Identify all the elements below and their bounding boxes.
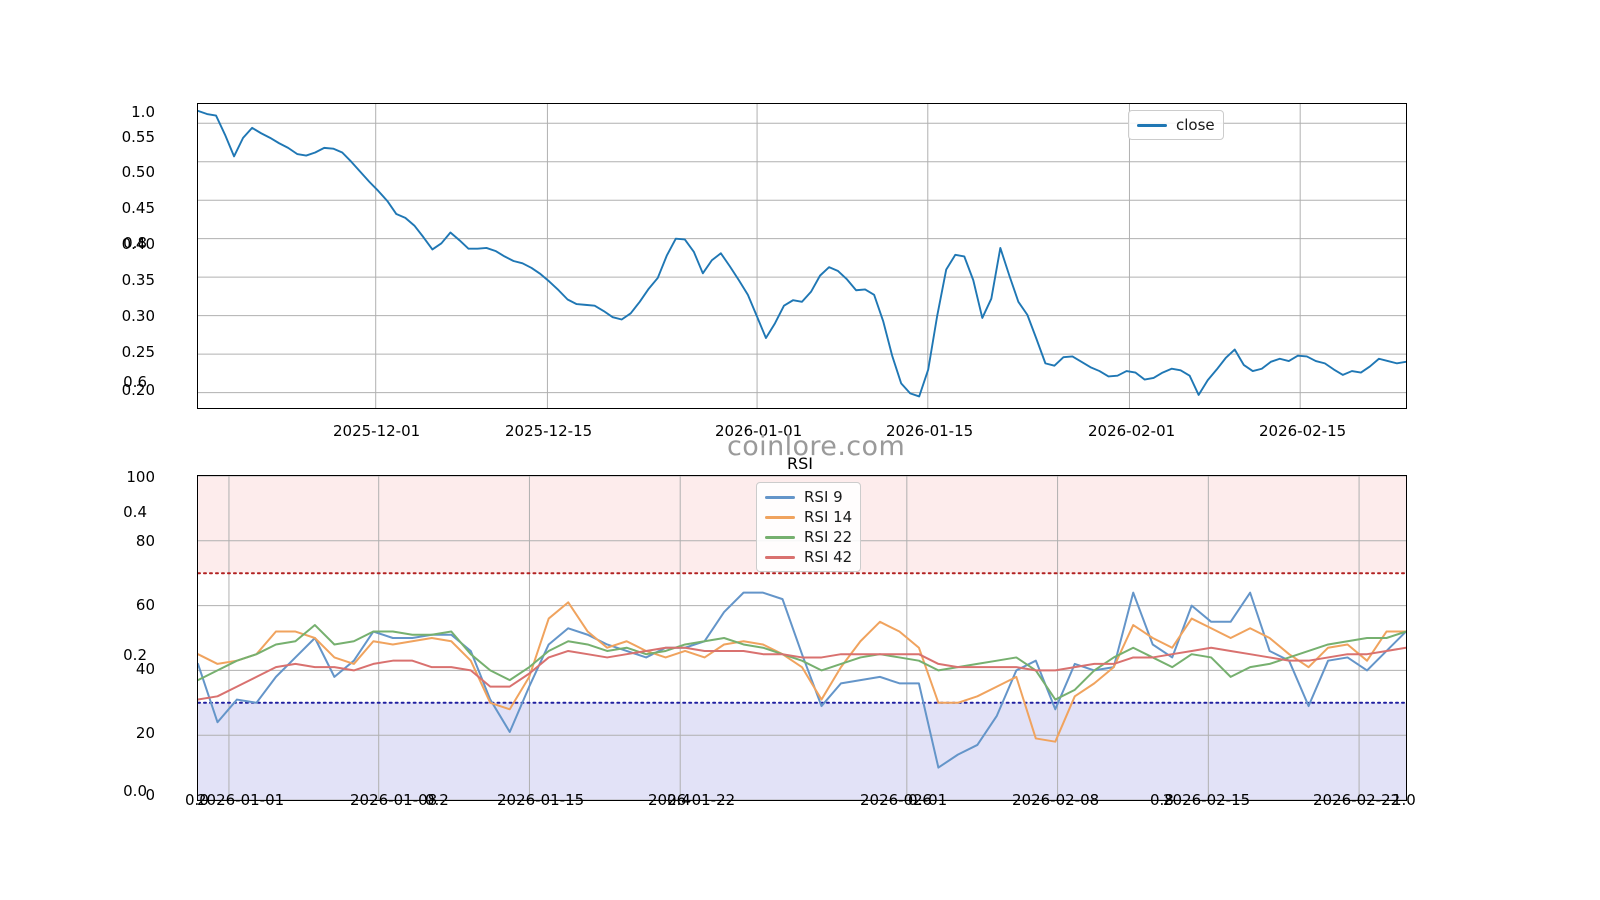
legend-swatch-close-icon: [1137, 123, 1167, 127]
price-xtick-2026-02-15: 2026-02-15: [1259, 422, 1347, 440]
price-ytick2-1.0: 1.0: [131, 103, 155, 121]
price-legend[interactable]: close: [1128, 110, 1224, 140]
legend-label-rsi-22: RSI 22: [804, 528, 853, 546]
rsi-xtick2-0.0: 0.0: [185, 791, 209, 809]
legend-label-rsi-42: RSI 42: [804, 548, 853, 566]
price-plot-area: [198, 104, 1406, 408]
rsi-chart-title: RSI: [787, 454, 813, 473]
price-xtick-2026-01-01: 2026-01-01: [715, 422, 803, 440]
rsi-xtick-2026-01-15: 2026-01-15: [497, 791, 585, 809]
price-ytick-0.45: 0.45: [121, 199, 155, 217]
watermark: coinlore.com: [727, 431, 906, 462]
price-chart-panel: [197, 103, 1407, 409]
price-xtick-2026-02-01: 2026-02-01: [1088, 422, 1176, 440]
rsi-xtick2-0.2: 0.2: [425, 791, 449, 809]
price-ytick2-0.8: 0.8: [123, 234, 147, 252]
legend-label-rsi-14: RSI 14: [804, 508, 853, 526]
rsi-xtick2-0.8: 0.8: [1150, 791, 1174, 809]
rsi-ytick-60: 60: [135, 596, 155, 614]
rsi-ytick-100: 100: [126, 468, 155, 486]
rsi-xtick2-0.6: 0.6: [908, 791, 932, 809]
legend-swatch-rsi42-icon: [765, 555, 795, 559]
rsi-xtick-2026-02-22: 2026-02-22: [1313, 791, 1401, 809]
rsi-xtick-2026-02-15: 2026-02-15: [1163, 791, 1251, 809]
rsi-ytick-40: 40: [135, 660, 155, 678]
rsi-ytick2-0.2: 0.2: [123, 646, 147, 664]
price-ytick2-0.6: 0.6: [123, 373, 147, 391]
legend-label-rsi-9: RSI 9: [804, 488, 843, 506]
rsi-ytick-80: 80: [135, 532, 155, 550]
price-ytick-0.35: 0.35: [121, 271, 155, 289]
price-xtick-2025-12-01: 2025-12-01: [333, 422, 421, 440]
rsi-xtick-2026-01-22: 2026-01-22: [648, 791, 736, 809]
legend-label-close: close: [1176, 116, 1215, 134]
rsi-ytick-0: 0: [145, 786, 155, 804]
legend-item-close[interactable]: close: [1137, 115, 1215, 135]
price-ytick-0.40: 0.40: [121, 235, 155, 253]
price-ytick-0.20: 0.20: [121, 381, 155, 399]
rsi-xtick2-0.4: 0.4: [667, 791, 691, 809]
price-ytick-0.50: 0.50: [121, 163, 155, 181]
rsi-ytick-20: 20: [135, 724, 155, 742]
legend-item-rsi-22[interactable]: RSI 22: [765, 527, 852, 547]
rsi-ytick2-0.0: 0.0: [123, 782, 147, 800]
legend-item-rsi-42[interactable]: RSI 42: [765, 547, 852, 567]
legend-item-rsi-9[interactable]: RSI 9: [765, 487, 852, 507]
price-ytick-0.25: 0.25: [121, 343, 155, 361]
rsi-legend[interactable]: RSI 9 RSI 14 RSI 22 RSI 42: [756, 482, 862, 572]
legend-item-rsi-14[interactable]: RSI 14: [765, 507, 852, 527]
legend-swatch-rsi14-icon: [765, 515, 795, 519]
legend-swatch-rsi9-icon: [765, 495, 795, 499]
rsi-xtick2-1.0: 1.0: [1392, 791, 1416, 809]
price-xtick-2025-12-15: 2025-12-15: [505, 422, 593, 440]
price-ytick-0.55: 0.55: [121, 128, 155, 146]
price-xtick-2026-01-15: 2026-01-15: [886, 422, 974, 440]
rsi-xtick-2026-01-01: 2026-01-01: [197, 791, 285, 809]
price-ytick-0.30: 0.30: [121, 307, 155, 325]
rsi-xtick-2026-02-01: 2026-02-01: [860, 791, 948, 809]
rsi-ytick2-0.4: 0.4: [123, 503, 147, 521]
rsi-xtick-2026-02-08: 2026-02-08: [1012, 791, 1100, 809]
legend-swatch-rsi22-icon: [765, 535, 795, 539]
rsi-xtick-2026-01-08: 2026-01-08: [350, 791, 438, 809]
